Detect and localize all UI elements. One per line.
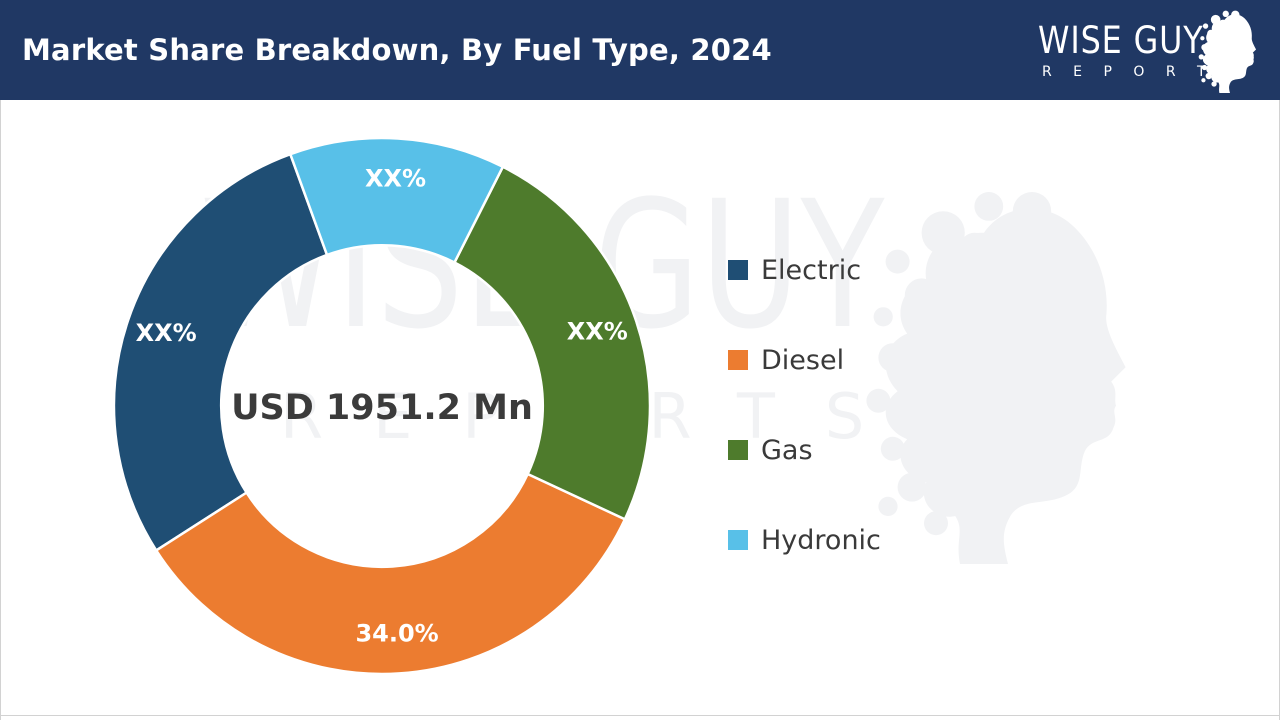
- legend-swatch-hydronic: [728, 530, 748, 550]
- donut-wedge-hydronic: [289, 136, 505, 264]
- watermark-face-icon: [866, 192, 1126, 564]
- legend-item-diesel: Diesel: [728, 342, 881, 378]
- donut-wedge-gas: [453, 165, 652, 521]
- center-value: USD 1951.2 Mn: [231, 388, 533, 428]
- page-title: Market Share Breakdown, By Fuel Type, 20…: [22, 33, 772, 67]
- wedge-label-diesel: 34.0%: [355, 619, 438, 647]
- legend-swatch-electric: [728, 260, 748, 280]
- wedge-label-hydronic: XX%: [365, 165, 426, 193]
- legend-item-electric: Electric: [728, 252, 881, 288]
- wedge-label-electric: XX%: [136, 319, 197, 347]
- legend-label-diesel: Diesel: [761, 344, 845, 376]
- brand-name-text: WISE GUY: [1038, 19, 1204, 62]
- legend-label-electric: Electric: [761, 254, 862, 286]
- donut-chart: XX% 34.0% XX% XX% USD 1951.2 Mn: [92, 116, 672, 696]
- legend-label-hydronic: Hydronic: [761, 524, 881, 556]
- brand-logo: WISE GUY R E P O R T S: [1038, 6, 1270, 94]
- header-bar: Market Share Breakdown, By Fuel Type, 20…: [0, 0, 1280, 100]
- wedge-label-gas: XX%: [567, 318, 628, 346]
- chart-legend: Electric Diesel Gas Hydronic: [728, 252, 881, 612]
- donut-chart-svg: XX% 34.0% XX% XX% USD 1951.2 Mn: [112, 136, 652, 676]
- brand-reports-text: R E P O R T S: [1042, 64, 1245, 80]
- brand-wordmark: WISE GUY R E P O R T S: [1038, 22, 1244, 80]
- donut-wedge-electric: [112, 152, 329, 552]
- legend-item-hydronic: Hydronic: [728, 522, 881, 558]
- legend-swatch-gas: [728, 440, 748, 460]
- legend-item-gas: Gas: [728, 432, 881, 468]
- brand-face-icon: [1198, 10, 1257, 93]
- legend-label-gas: Gas: [761, 434, 813, 466]
- frame-border-left: [0, 100, 1, 720]
- legend-swatch-diesel: [728, 350, 748, 370]
- donut-wedge-diesel: [154, 472, 627, 676]
- frame-border-bottom: [0, 715, 1280, 716]
